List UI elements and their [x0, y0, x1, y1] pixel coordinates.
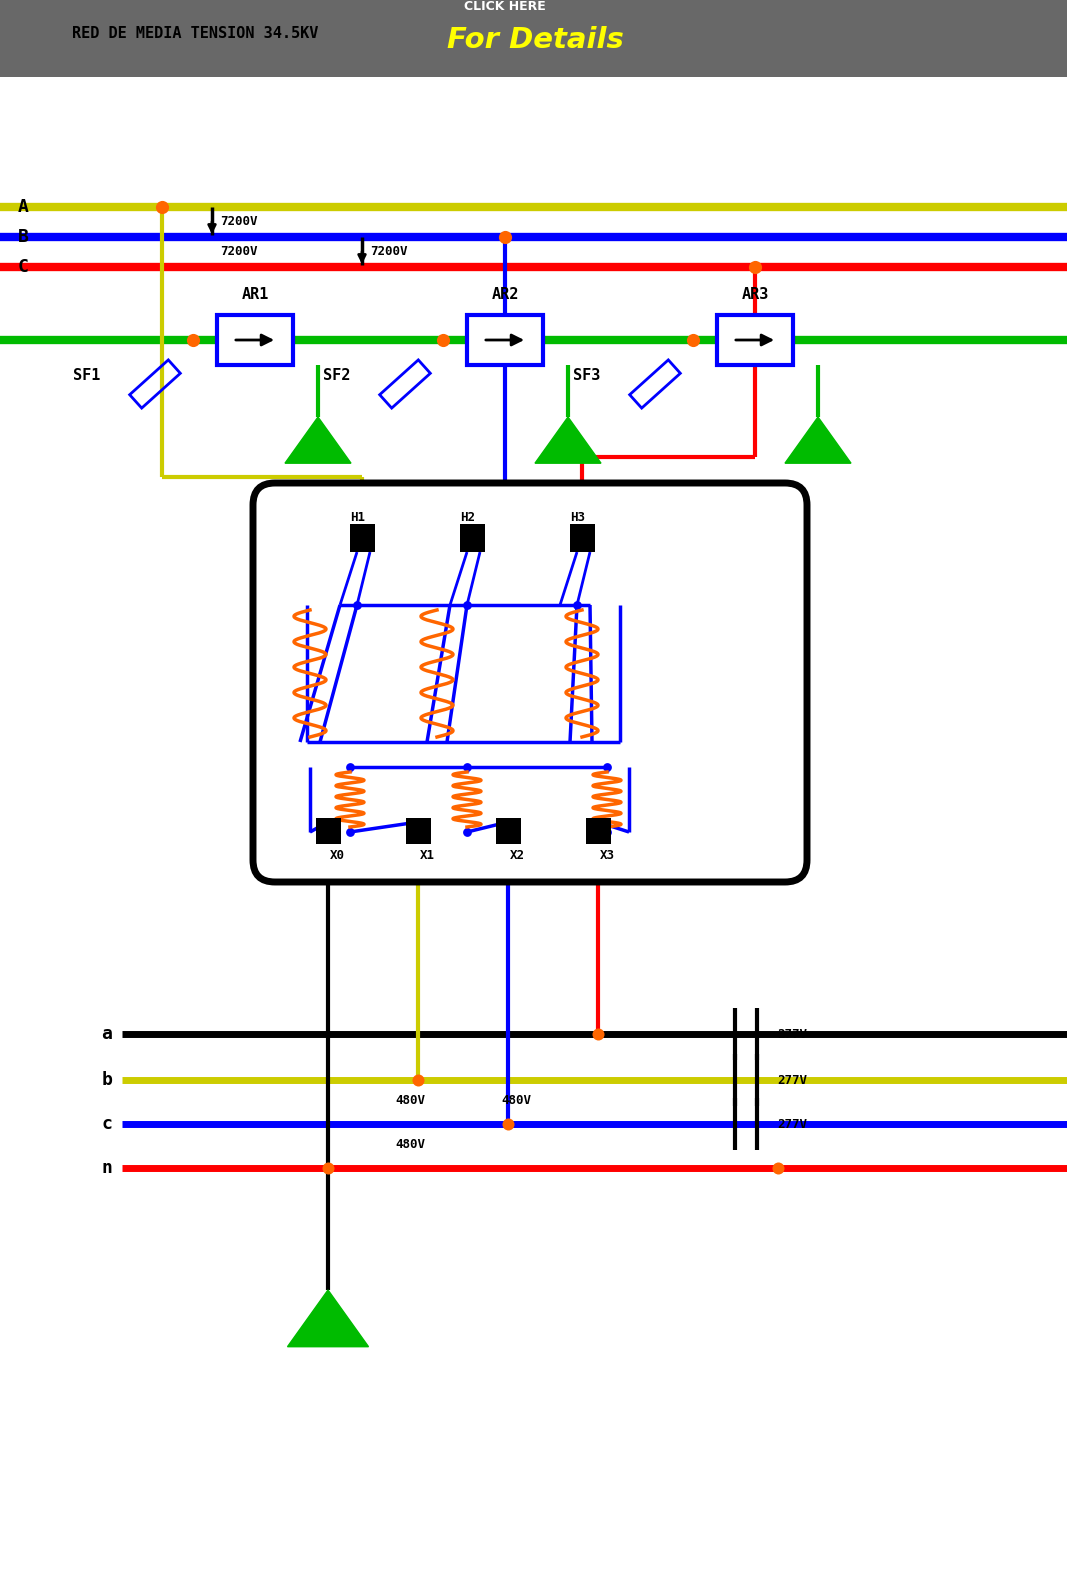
Text: 480V: 480V — [501, 1094, 531, 1107]
Point — [499, 1111, 516, 1137]
Point — [684, 327, 701, 352]
Text: For Details: For Details — [447, 27, 623, 53]
Bar — [316, 817, 341, 844]
Text: n: n — [101, 1159, 112, 1177]
Bar — [496, 817, 521, 844]
Text: B: B — [18, 228, 29, 245]
Text: 277V: 277V — [777, 1074, 807, 1086]
Text: C: C — [18, 258, 29, 277]
Point — [589, 1022, 606, 1047]
Point — [341, 755, 359, 780]
Text: X1: X1 — [420, 849, 435, 861]
Text: H2: H2 — [460, 511, 475, 523]
Text: H3: H3 — [570, 511, 585, 523]
Text: X3: X3 — [600, 849, 615, 861]
Point — [434, 327, 451, 352]
Text: c: c — [101, 1115, 112, 1133]
Text: 480V: 480V — [395, 1094, 425, 1107]
Polygon shape — [287, 1291, 368, 1347]
FancyBboxPatch shape — [0, 77, 1067, 1572]
Text: SF1: SF1 — [73, 368, 100, 384]
Polygon shape — [535, 417, 601, 464]
Point — [319, 1155, 336, 1181]
Text: 480V: 480V — [395, 1138, 425, 1151]
Text: SF2: SF2 — [322, 368, 350, 384]
FancyBboxPatch shape — [0, 0, 1067, 77]
Point — [154, 195, 171, 220]
FancyBboxPatch shape — [467, 314, 543, 365]
Text: 7200V: 7200V — [220, 215, 257, 228]
FancyBboxPatch shape — [253, 483, 807, 882]
Text: A: A — [18, 198, 29, 215]
Bar — [586, 817, 611, 844]
Point — [459, 755, 476, 780]
FancyBboxPatch shape — [717, 314, 793, 365]
Point — [769, 1155, 786, 1181]
Text: AR1: AR1 — [241, 288, 269, 302]
Point — [599, 755, 616, 780]
Bar — [460, 523, 485, 552]
Text: SF3: SF3 — [573, 368, 600, 384]
Point — [349, 593, 366, 618]
Bar — [407, 817, 431, 844]
Text: 7200V: 7200V — [370, 245, 408, 258]
Text: CLICK HERE: CLICK HERE — [464, 0, 546, 14]
Point — [747, 255, 764, 280]
Bar — [350, 523, 375, 552]
Text: AR2: AR2 — [491, 288, 519, 302]
Point — [599, 819, 616, 844]
Point — [569, 593, 586, 618]
Polygon shape — [785, 417, 851, 464]
Text: RED DE MEDIA TENSION 34.5KV: RED DE MEDIA TENSION 34.5KV — [71, 27, 318, 41]
Point — [459, 593, 476, 618]
Text: AR3: AR3 — [742, 288, 768, 302]
Point — [185, 327, 202, 352]
Text: H1: H1 — [350, 511, 365, 523]
Text: X0: X0 — [330, 849, 345, 861]
Text: 277V: 277V — [777, 1028, 807, 1041]
Text: 277V: 277V — [777, 1118, 807, 1130]
Text: X2: X2 — [510, 849, 525, 861]
Point — [459, 819, 476, 844]
Text: b: b — [101, 1071, 112, 1089]
Point — [410, 1067, 427, 1093]
Text: 7200V: 7200V — [220, 245, 257, 258]
Point — [496, 225, 513, 250]
Text: a: a — [101, 1025, 112, 1042]
Bar — [570, 523, 595, 552]
Point — [341, 819, 359, 844]
FancyBboxPatch shape — [217, 314, 293, 365]
Polygon shape — [285, 417, 351, 464]
